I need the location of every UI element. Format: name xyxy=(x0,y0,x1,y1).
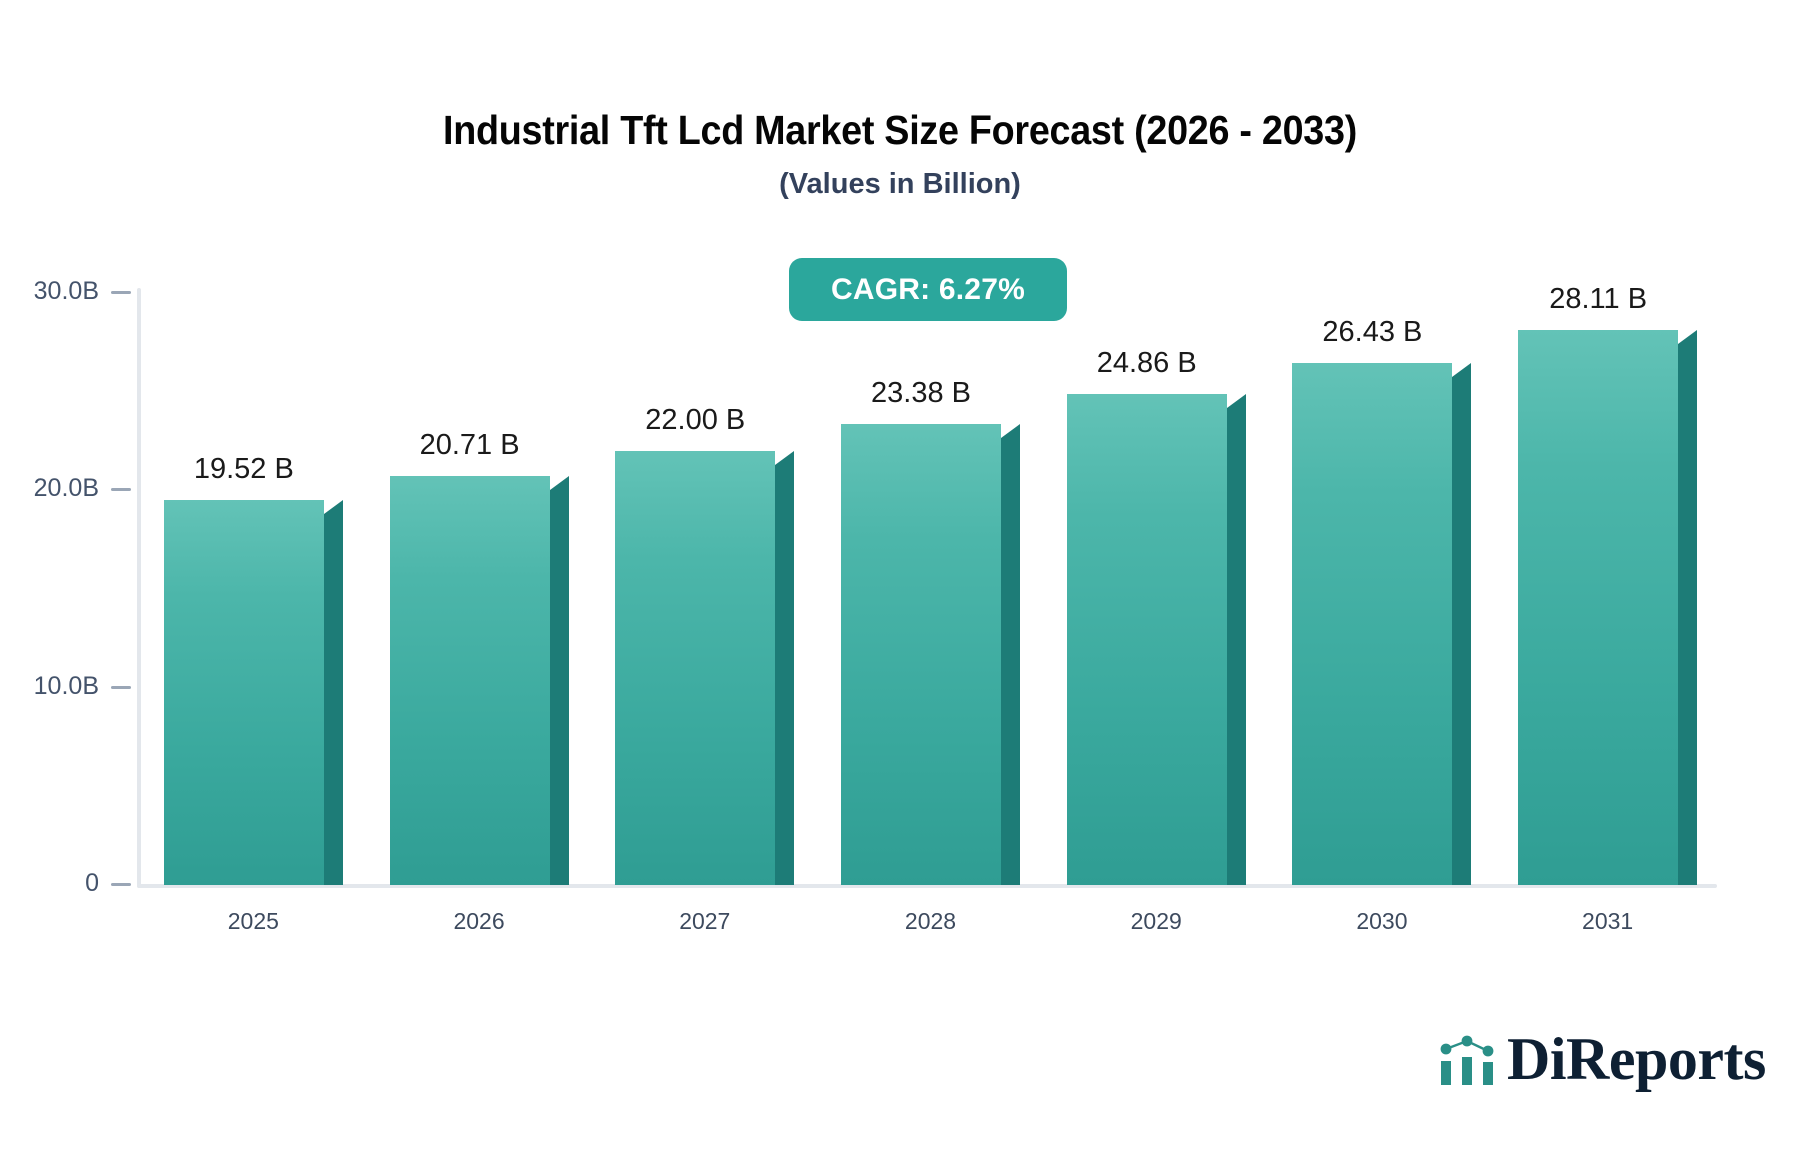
y-axis-tick-mark xyxy=(111,883,131,886)
x-axis-label: 2030 xyxy=(1356,908,1408,934)
bar-chart-logo-icon xyxy=(1440,1035,1494,1086)
bar-side-face xyxy=(549,490,569,885)
bar-value-label: 24.86 B xyxy=(1096,347,1197,380)
logo-wordmark: DiReports xyxy=(1507,1026,1766,1092)
bar[interactable] xyxy=(1292,363,1453,885)
y-axis-tick-label: 20.0B xyxy=(33,474,99,503)
bar-top-bevel xyxy=(323,499,343,514)
y-axis-tick-mark xyxy=(111,291,131,294)
bar-value-label: 20.71 B xyxy=(419,429,520,462)
x-axis-label: 2031 xyxy=(1582,908,1634,934)
bar[interactable] xyxy=(615,450,776,885)
chart-subtitle: (Values in Billion) xyxy=(779,168,1021,200)
cagr-badge: CAGR: 6.27% xyxy=(789,258,1067,321)
direports-logo: DiReports xyxy=(1438,1026,1766,1092)
bar-side-face xyxy=(775,464,795,885)
bar[interactable] xyxy=(163,499,324,885)
bar-side-face xyxy=(1452,377,1472,885)
bar-top-bevel xyxy=(1226,394,1246,409)
bar-value-label: 28.11 B xyxy=(1549,283,1648,316)
bar[interactable] xyxy=(389,476,550,885)
y-axis-tick-mark xyxy=(111,488,131,492)
bar-side-face xyxy=(323,513,343,885)
bar-top-bevel xyxy=(549,476,569,491)
bar-value-label: 23.38 B xyxy=(871,376,971,409)
x-axis-line xyxy=(137,884,1717,888)
y-axis-tick-label: 30.0B xyxy=(33,277,99,305)
y-axis-tick-label: 0 xyxy=(85,869,99,897)
y-axis-line xyxy=(137,288,141,888)
chart-header: Industrial Tft Lcd Market Size Forecast … xyxy=(0,0,1800,199)
bar-side-face xyxy=(1678,344,1698,885)
x-axis-label: 2029 xyxy=(1130,908,1182,934)
page-title: Industrial Tft Lcd Market Size Forecast … xyxy=(442,107,1358,153)
x-axis-label: 2027 xyxy=(679,908,731,934)
y-axis-tick-label: 10.0B xyxy=(33,671,99,700)
bar-value-label: 19.52 B xyxy=(193,452,294,485)
bar-side-face xyxy=(1001,437,1020,885)
bar[interactable] xyxy=(841,423,1001,885)
bar-side-face xyxy=(1226,408,1246,885)
bar-top-bevel xyxy=(1452,363,1472,378)
bar-top-bevel xyxy=(775,450,795,465)
bar[interactable] xyxy=(1066,394,1227,885)
y-axis-tick-mark xyxy=(111,685,131,689)
bar[interactable] xyxy=(1518,330,1679,885)
bar-top-bevel xyxy=(1001,423,1020,438)
x-axis-label: 2028 xyxy=(904,908,957,934)
x-axis-label: 2026 xyxy=(453,908,505,934)
cagr-badge-label: CAGR: 6.27% xyxy=(831,272,1025,306)
bar-value-label: 26.43 B xyxy=(1322,316,1423,349)
x-axis-label: 2025 xyxy=(227,908,279,934)
bar-top-bevel xyxy=(1678,330,1698,345)
bar-value-label: 22.00 B xyxy=(645,403,746,436)
